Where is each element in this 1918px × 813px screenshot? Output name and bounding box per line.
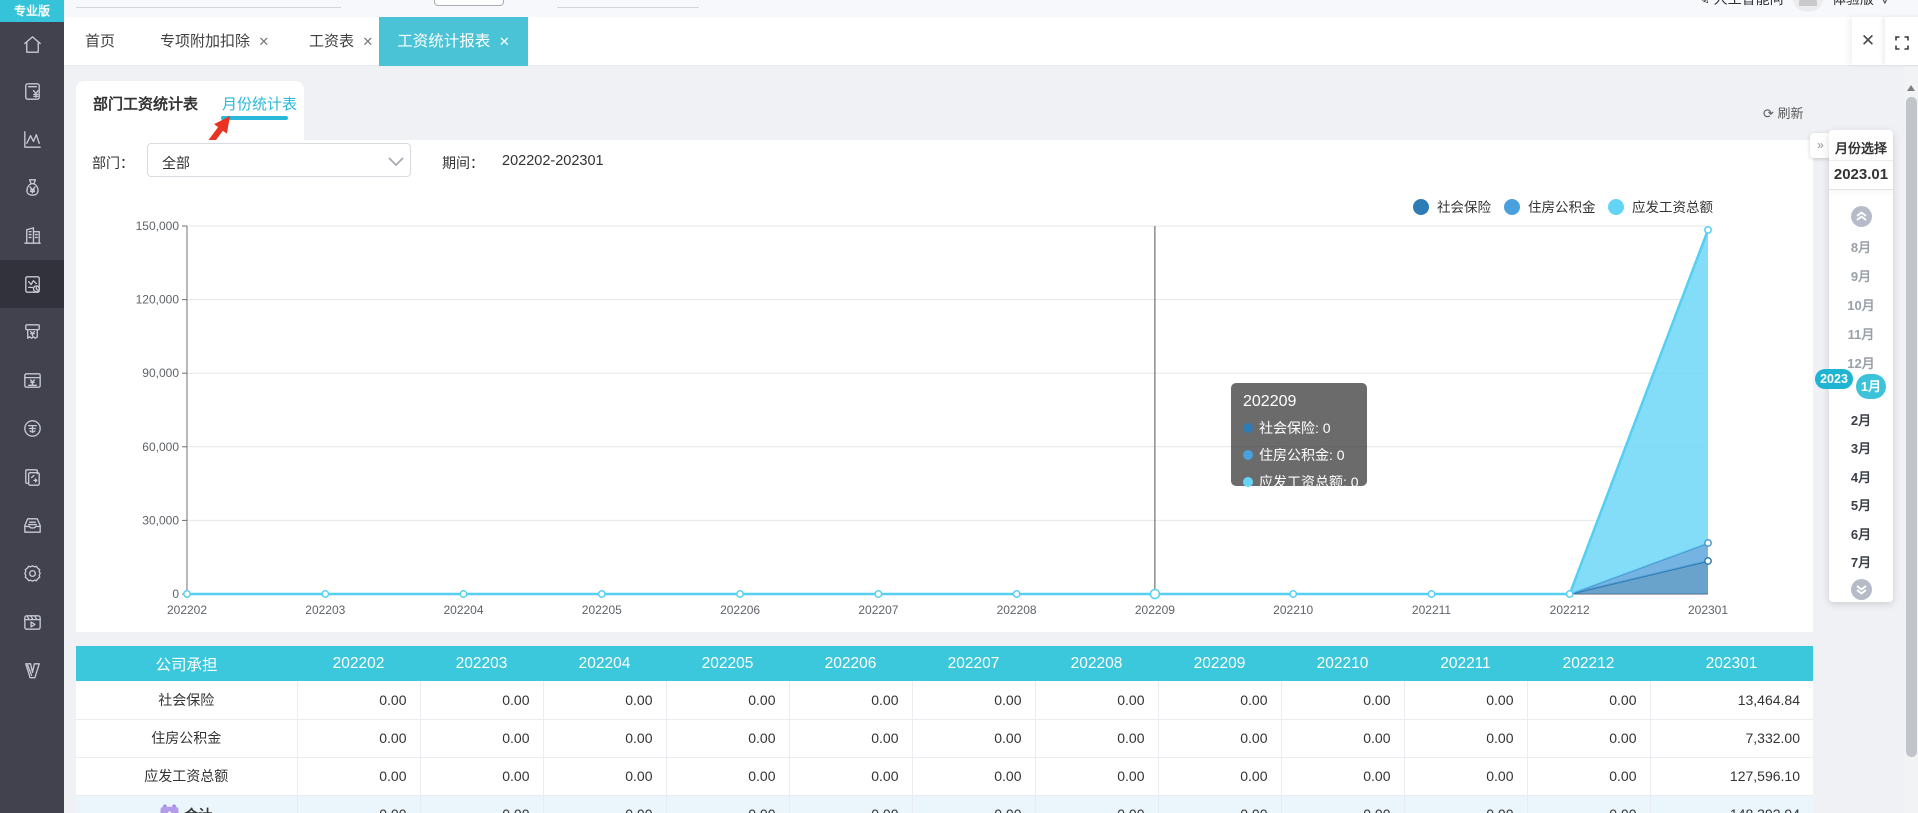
- svg-text:202206: 202206: [720, 603, 760, 617]
- svg-text:202211: 202211: [1412, 603, 1451, 617]
- svg-text:202207: 202207: [858, 603, 898, 617]
- svg-text:60,000: 60,000: [142, 440, 179, 454]
- svg-text:应发工资总额: 应发工资总额: [1632, 199, 1713, 215]
- svg-text:202203: 202203: [305, 603, 345, 617]
- svg-text:住房公积金: 住房公积金: [1528, 200, 1596, 215]
- svg-text:202210: 202210: [1273, 603, 1313, 617]
- svg-text:120,000: 120,000: [136, 293, 180, 307]
- svg-text:202202: 202202: [167, 603, 207, 617]
- svg-text:202208: 202208: [997, 603, 1037, 617]
- svg-text:社会保险: 社会保险: [1437, 200, 1491, 215]
- svg-text:30,000: 30,000: [142, 513, 179, 527]
- svg-text:202212: 202212: [1550, 603, 1590, 617]
- svg-text:0: 0: [172, 587, 179, 601]
- svg-text:202301: 202301: [1688, 603, 1728, 617]
- svg-text:202209: 202209: [1135, 603, 1175, 617]
- svg-text:202204: 202204: [443, 603, 483, 617]
- svg-text:90,000: 90,000: [142, 366, 179, 380]
- svg-text:150,000: 150,000: [136, 219, 180, 233]
- svg-text:202205: 202205: [582, 603, 622, 617]
